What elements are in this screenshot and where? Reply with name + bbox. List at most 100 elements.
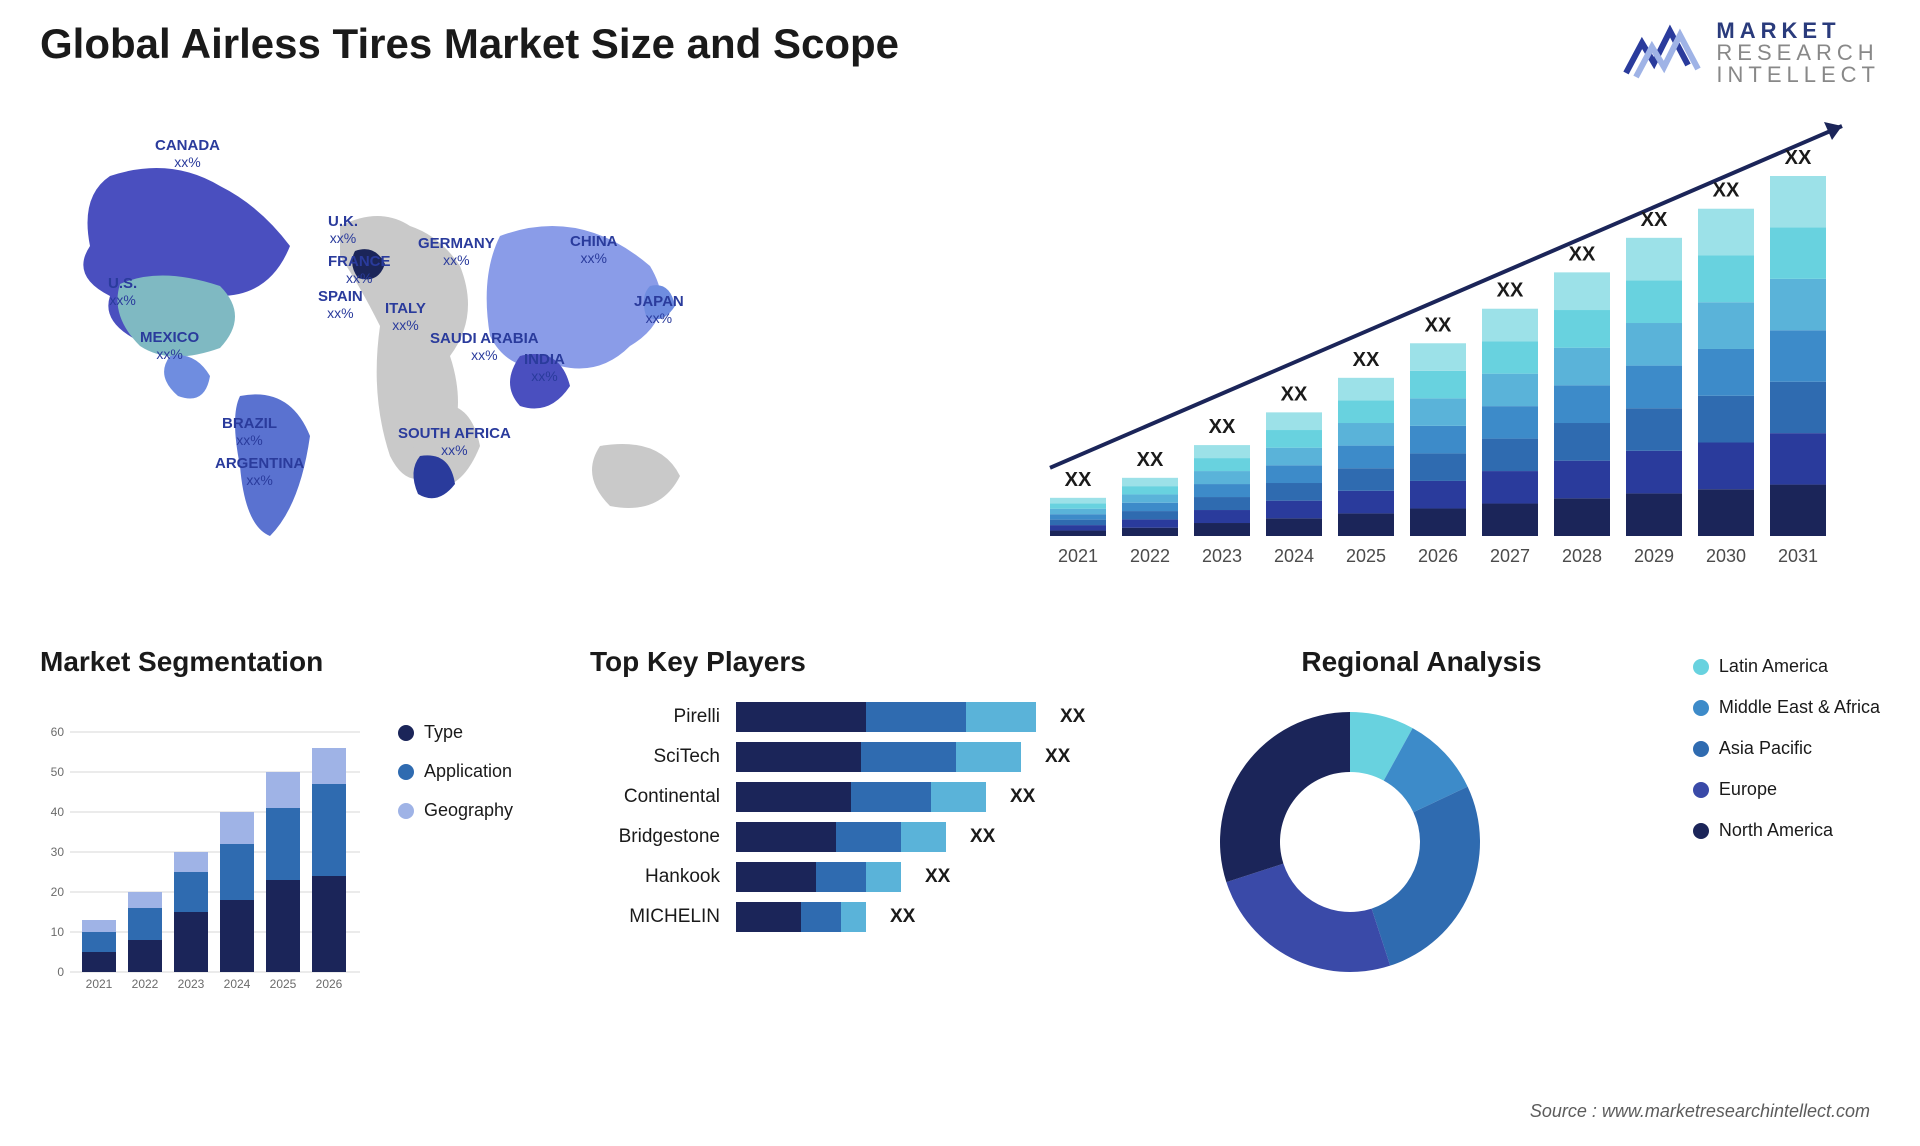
svg-text:0: 0 [57, 965, 64, 979]
svg-text:2025: 2025 [1346, 546, 1386, 566]
segmentation-chart-svg: 0 10 20 30 40 50 60 2021 2022 2023 2024 2025 2026 [40, 702, 370, 992]
svg-text:2022: 2022 [1130, 546, 1170, 566]
svg-text:2024: 2024 [1274, 546, 1314, 566]
map-label-italy: ITALYxx% [385, 301, 426, 333]
player-bar [736, 782, 986, 812]
players-title: Top Key Players [590, 646, 1150, 678]
player-value: XX [1010, 786, 1035, 808]
regional-panel: Regional Analysis Latin America Middle Ea… [1190, 646, 1880, 1026]
player-row-hankook: Hankook XX [590, 862, 1150, 892]
page-title: Global Airless Tires Market Size and Sco… [40, 20, 899, 68]
players-panel: Top Key Players PirelliXXSciTechXXContin… [590, 646, 1150, 1026]
svg-text:2029: 2029 [1634, 546, 1674, 566]
player-bar [736, 702, 1036, 732]
player-label: Continental [590, 786, 720, 808]
svg-text:30: 30 [51, 845, 65, 859]
map-label-canada: CANADAxx% [155, 138, 220, 170]
seg-legend-application: Application [398, 761, 513, 782]
svg-text:2026: 2026 [1418, 546, 1458, 566]
segmentation-panel: Market Segmentation 0 10 20 30 40 50 60 2021 202… [40, 646, 550, 1026]
svg-text:XX: XX [1497, 280, 1524, 302]
brand-logo: MARKET RESEARCH INTELLECT [1622, 20, 1880, 86]
map-label-southafrica: SOUTH AFRICAxx% [398, 426, 511, 458]
segmentation-title: Market Segmentation [40, 646, 550, 678]
svg-text:20: 20 [51, 885, 65, 899]
svg-text:2022: 2022 [132, 977, 159, 991]
growth-chart-svg: XX 2021 XX 2022 XX 2023 XX 2024 XX 2025 XX 2026 XX 20… [1030, 116, 1880, 586]
map-label-brazil: BRAZILxx% [222, 416, 277, 448]
player-label: Bridgestone [590, 826, 720, 848]
map-label-uk: U.K.xx% [328, 214, 358, 246]
growth-chart: XX 2021 XX 2022 XX 2023 XX 2024 XX 2025 XX 2026 XX 20… [1030, 116, 1880, 596]
map-label-japan: JAPANxx% [634, 294, 684, 326]
map-label-us: U.S.xx% [108, 276, 137, 308]
svg-text:2024: 2024 [224, 977, 251, 991]
player-row-continental: Continental XX [590, 782, 1150, 812]
player-row-pirelli: Pirelli XX [590, 702, 1150, 732]
player-row-michelin: MICHELIN XX [590, 902, 1150, 932]
svg-text:XX: XX [1209, 416, 1236, 438]
seg-legend-type: Type [398, 722, 513, 743]
svg-text:2026: 2026 [316, 977, 343, 991]
svg-text:XX: XX [1065, 469, 1092, 491]
logo-text-3: INTELLECT [1716, 64, 1880, 86]
player-value: XX [890, 906, 915, 928]
player-bar [736, 822, 946, 852]
player-label: Pirelli [590, 706, 720, 728]
svg-text:60: 60 [51, 725, 65, 739]
svg-text:2031: 2031 [1778, 546, 1818, 566]
svg-text:50: 50 [51, 765, 65, 779]
map-label-spain: SPAINxx% [318, 289, 363, 321]
svg-text:XX: XX [1569, 243, 1596, 265]
map-label-germany: GERMANYxx% [418, 236, 495, 268]
map-label-argentina: ARGENTINAxx% [215, 456, 304, 488]
player-value: XX [970, 826, 995, 848]
svg-text:XX: XX [1713, 180, 1740, 202]
player-bar [736, 742, 1021, 772]
player-row-scitech: SciTech XX [590, 742, 1150, 772]
svg-text:XX: XX [1353, 349, 1380, 371]
map-label-france: FRANCExx% [328, 254, 391, 286]
logo-text-1: MARKET [1716, 20, 1880, 42]
svg-text:2025: 2025 [270, 977, 297, 991]
svg-text:XX: XX [1137, 449, 1164, 471]
seg-legend-geography: Geography [398, 800, 513, 821]
player-value: XX [1045, 746, 1070, 768]
map-label-mexico: MEXICOxx% [140, 330, 199, 362]
logo-text-2: RESEARCH [1716, 42, 1880, 64]
players-list: PirelliXXSciTechXXContinentalXXBridgesto… [590, 702, 1150, 932]
svg-text:2021: 2021 [86, 977, 113, 991]
svg-text:XX: XX [1425, 314, 1452, 336]
svg-text:2023: 2023 [178, 977, 205, 991]
svg-text:XX: XX [1281, 383, 1308, 405]
player-label: MICHELIN [590, 906, 720, 928]
logo-mark-icon [1622, 23, 1702, 83]
regional-legend-europe: Europe [1693, 779, 1880, 800]
svg-text:XX: XX [1785, 147, 1812, 169]
player-label: SciTech [590, 746, 720, 768]
svg-text:2021: 2021 [1058, 546, 1098, 566]
svg-text:XX: XX [1641, 209, 1668, 231]
player-value: XX [925, 866, 950, 888]
svg-text:2027: 2027 [1490, 546, 1530, 566]
svg-text:10: 10 [51, 925, 65, 939]
regional-legend-north-america: North America [1693, 820, 1880, 841]
source-text: Source : www.marketresearchintellect.com [1530, 1101, 1870, 1122]
map-label-india: INDIAxx% [524, 352, 565, 384]
player-bar [736, 902, 866, 932]
regional-legend: Latin America Middle East & Africa Asia Pa… [1693, 646, 1880, 1026]
regional-legend-latin-america: Latin America [1693, 656, 1880, 677]
regional-legend-middle-east---africa: Middle East & Africa [1693, 697, 1880, 718]
player-label: Hankook [590, 866, 720, 888]
player-row-bridgestone: Bridgestone XX [590, 822, 1150, 852]
svg-text:40: 40 [51, 805, 65, 819]
svg-text:2028: 2028 [1562, 546, 1602, 566]
regional-legend-asia-pacific: Asia Pacific [1693, 738, 1880, 759]
map-label-china: CHINAxx% [570, 234, 618, 266]
player-value: XX [1060, 706, 1085, 728]
svg-text:2023: 2023 [1202, 546, 1242, 566]
regional-donut-svg [1210, 702, 1490, 982]
map-label-saudiarabia: SAUDI ARABIAxx% [430, 331, 539, 363]
player-bar [736, 862, 901, 892]
regional-title: Regional Analysis [1190, 646, 1653, 678]
